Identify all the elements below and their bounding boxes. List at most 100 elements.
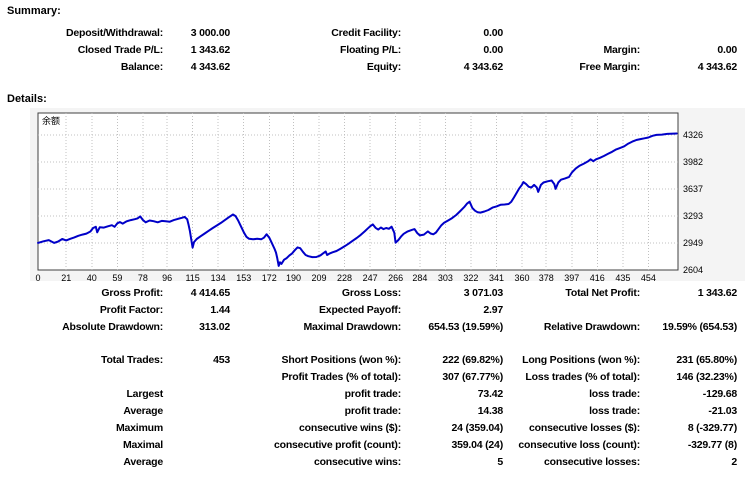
x-axis-label: 115 [185,273,199,281]
stat-label: Maximal Drawdown: [303,320,401,333]
stat-label: Gross Profit: [101,286,163,299]
stat-label: Credit Facility: [331,26,401,39]
stat-row: Average profit trade: 14.38 loss trade: -21.… [0,402,750,419]
stat-value: 307 (67.77%) [442,370,503,383]
stat-value: 4 343.62 [463,60,503,73]
y-axis-label: 3293 [683,211,703,221]
stat-value: 4 343.62 [697,60,737,73]
x-axis-label: 397 [564,273,579,281]
stat-value: 4 343.62 [190,60,230,73]
x-axis-label: 134 [211,273,226,281]
stat-value: 146 (32.23%) [676,370,737,383]
x-axis-label: 228 [337,273,352,281]
stat-value: -21.03 [708,404,737,417]
x-axis-label: 360 [515,273,530,281]
stat-row: Closed Trade P/L: 1 343.62 Floating P/L: 0.… [0,41,750,58]
balance-line [37,132,678,267]
stat-value: 0.00 [483,43,503,56]
stat-label: Average [123,404,163,417]
stat-label: Total Trades: [101,353,163,366]
x-axis-label: 341 [489,273,504,281]
stat-label: Floating P/L: [340,43,401,56]
stat-label: Gross Loss: [341,286,401,299]
x-axis-label: 172 [262,273,277,281]
stat-label: Deposit/Withdrawal: [65,26,163,39]
stat-row: Maximal consecutive profit (count): 359.04… [0,436,750,453]
stat-value: 1 343.62 [697,286,737,299]
stat-value: 3 071.03 [463,286,503,299]
y-axis-label: 3637 [683,184,703,194]
stat-label: Relative Drawdown: [543,320,640,333]
stat-value: 4 414.65 [190,286,230,299]
balance-chart: 2604 2949 3293 3637 3982 4326 0 21 40 59 78 96 115 13… [30,108,745,283]
x-axis-label: 153 [236,273,251,281]
stat-row: Profit Factor: 1.44 Expected Payoff: 2.97 [0,301,750,318]
plot-area [37,112,679,271]
stat-row: Largest profit trade: 73.42 loss trade: -129… [0,385,750,402]
stat-value: 3 000.00 [190,26,230,39]
stat-label: Maximal [122,438,163,451]
y-axis-label: 2604 [683,265,703,275]
stat-label: consecutive wins: [313,455,401,468]
stat-value: 359.04 (24) [451,438,503,451]
stat-row: Profit Trades (% of total): 307 (67.77%) L… [0,368,750,385]
details-section-title: Details: [7,93,47,105]
x-axis-label: 247 [363,273,378,281]
x-axis-label: 435 [615,273,630,281]
stat-row: Gross Profit: 4 414.65 Gross Loss: 3 071.03… [0,284,750,301]
stat-label: Balance: [120,60,163,73]
stat-label: Maximum [115,421,163,434]
details-results-table: Gross Profit: 4 414.65 Gross Loss: 3 071.03… [0,284,750,335]
x-axis-label: 40 [87,273,97,281]
balance-chart-panel: 2604 2949 3293 3637 3982 4326 0 21 40 59 78 96 115 13… [30,108,745,283]
stat-value: 2 [731,455,737,468]
stat-row: Balance: 4 343.62 Equity: 4 343.62 Free Marg… [0,58,750,75]
stat-row: Absolute Drawdown: 313.02 Maximal Drawdown… [0,318,750,335]
stat-value: 73.42 [477,387,503,400]
stat-value: 654.53 (19.59%) [428,320,503,333]
x-axis-label: 303 [438,273,453,281]
y-axis-label: 3982 [683,157,703,167]
y-axis-label: 2949 [683,238,703,248]
summary-table: Deposit/Withdrawal: 3 000.00 Credit Facili… [0,24,750,75]
stat-value: 453 [213,353,230,366]
stat-label: Total Net Profit: [565,286,640,299]
stat-value: 14.38 [477,404,503,417]
stat-value: -329.77 (8) [687,438,737,451]
stat-row: Maximum consecutive wins ($): 24 (359.04) c… [0,419,750,436]
stat-label: Largest [126,387,163,400]
stat-value: 1.44 [210,303,230,316]
stat-value: 313.02 [199,320,230,333]
stat-label: consecutive wins ($): [299,421,401,434]
chart-legend-balance: 余额 [42,115,60,126]
stat-label: profit trade: [344,387,402,400]
stat-label: loss trade: [589,387,640,400]
stat-label: consecutive losses: [544,455,640,468]
stat-row: Average consecutive wins: 5 consecutive los… [0,453,750,470]
stat-value: 0.00 [483,26,503,39]
stat-value: 222 (69.82%) [442,353,503,366]
stat-value: 2.97 [483,303,503,316]
stat-value: 5 [497,455,503,468]
details-trades-table: Total Trades: 453 Short Positions (won %):… [0,351,750,470]
stat-label: loss trade: [589,404,640,417]
x-axis-label: 454 [641,273,656,281]
stat-label: Profit Factor: [99,303,163,316]
stat-label: Loss trades (% of total): [525,370,640,383]
stat-value: 19.59% (654.53) [662,320,737,333]
x-axis-label: 96 [162,273,172,281]
stat-label: Average [123,455,163,468]
x-axis-label: 209 [311,273,326,281]
stat-label: profit trade: [344,404,402,417]
stat-label: Free Margin: [579,60,640,73]
stat-label: consecutive profit (count): [273,438,401,451]
x-axis-label: 78 [138,273,148,281]
stat-label: Closed Trade P/L: [77,43,163,56]
x-axis-label: 416 [590,273,605,281]
stat-label: consecutive losses ($): [529,421,640,434]
y-axis-label: 4326 [683,130,703,140]
summary-section-title: Summary: [7,5,61,17]
stat-label: Profit Trades (% of total): [281,370,402,383]
stat-label: Absolute Drawdown: [62,320,163,333]
x-axis-label: 190 [286,273,301,281]
